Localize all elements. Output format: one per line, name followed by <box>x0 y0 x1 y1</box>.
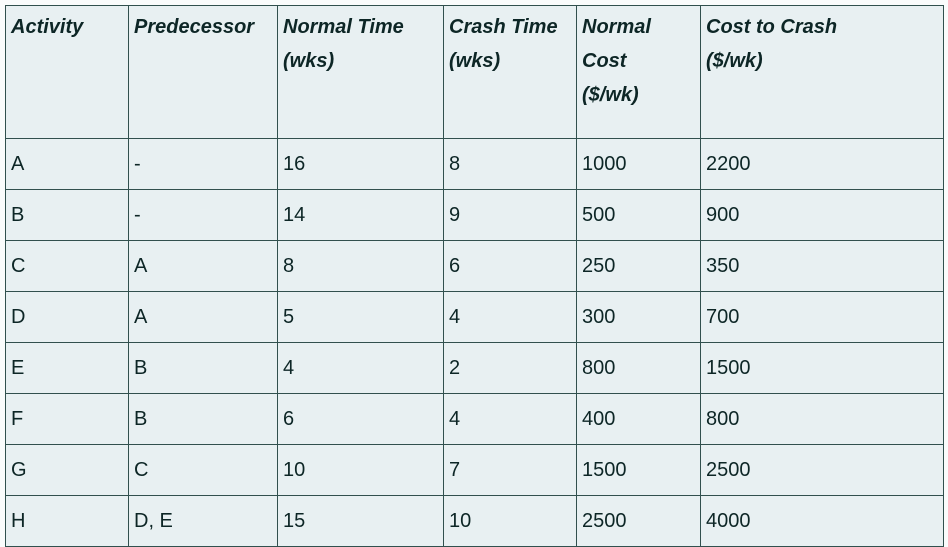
table-row: C A 8 6 250 350 <box>5 240 944 292</box>
header-line: Cost to Crash <box>706 16 838 38</box>
header-line: ($/wk) <box>706 50 763 72</box>
table-row: B - 14 9 500 900 <box>5 189 944 241</box>
cell-normal-time: 5 <box>277 291 444 343</box>
header-line: Normal <box>582 16 651 38</box>
cell-crash-time: 8 <box>443 138 577 190</box>
col-header-crash-time: Crash Time (wks) <box>443 5 577 139</box>
table-row: F B 6 4 400 800 <box>5 393 944 445</box>
table-row: H D, E 15 10 2500 4000 <box>5 495 944 547</box>
table-row: E B 4 2 800 1500 <box>5 342 944 394</box>
table-row: D A 5 4 300 700 <box>5 291 944 343</box>
cell-normal-time: 6 <box>277 393 444 445</box>
header-line: Crash Time <box>449 16 558 38</box>
cell-cost-to-crash: 350 <box>700 240 944 292</box>
col-header-predecessor: Predecessor <box>128 5 278 139</box>
cell-activity: H <box>5 495 129 547</box>
cell-activity: E <box>5 342 129 394</box>
cell-cost-to-crash: 2500 <box>700 444 944 496</box>
cell-crash-time: 6 <box>443 240 577 292</box>
cell-activity: G <box>5 444 129 496</box>
header-line: Normal Time <box>283 16 404 38</box>
cell-cost-to-crash: 1500 <box>700 342 944 394</box>
activity-crash-table: Activity Predecessor Normal Time (wks) C… <box>5 5 944 547</box>
cell-normal-cost: 1500 <box>576 444 701 496</box>
table-row: A - 16 8 1000 2200 <box>5 138 944 190</box>
cell-predecessor: - <box>128 189 278 241</box>
cell-cost-to-crash: 900 <box>700 189 944 241</box>
header-line: Cost <box>582 50 627 72</box>
cell-normal-time: 16 <box>277 138 444 190</box>
header-line: ($/wk) <box>582 84 639 106</box>
cell-crash-time: 4 <box>443 393 577 445</box>
cell-normal-time: 4 <box>277 342 444 394</box>
cell-activity: D <box>5 291 129 343</box>
cell-normal-time: 10 <box>277 444 444 496</box>
cell-normal-cost: 250 <box>576 240 701 292</box>
cell-activity: C <box>5 240 129 292</box>
cell-activity: B <box>5 189 129 241</box>
cell-normal-time: 15 <box>277 495 444 547</box>
cell-crash-time: 9 <box>443 189 577 241</box>
page: Activity Predecessor Normal Time (wks) C… <box>5 5 944 547</box>
cell-crash-time: 4 <box>443 291 577 343</box>
cell-predecessor: C <box>128 444 278 496</box>
cell-cost-to-crash: 4000 <box>700 495 944 547</box>
cell-normal-cost: 800 <box>576 342 701 394</box>
cell-normal-cost: 500 <box>576 189 701 241</box>
cell-normal-cost: 300 <box>576 291 701 343</box>
cell-normal-cost: 400 <box>576 393 701 445</box>
table-row: G C 10 7 1500 2500 <box>5 444 944 496</box>
cell-normal-time: 14 <box>277 189 444 241</box>
header-row: Activity Predecessor Normal Time (wks) C… <box>5 5 944 139</box>
header-line: (wks) <box>283 50 335 72</box>
cell-cost-to-crash: 2200 <box>700 138 944 190</box>
header-line: Predecessor <box>134 16 255 38</box>
cell-crash-time: 7 <box>443 444 577 496</box>
cell-activity: A <box>5 138 129 190</box>
cell-normal-cost: 2500 <box>576 495 701 547</box>
cell-crash-time: 10 <box>443 495 577 547</box>
header-line: Activity <box>11 16 84 38</box>
cell-predecessor: A <box>128 291 278 343</box>
cell-crash-time: 2 <box>443 342 577 394</box>
cell-predecessor: A <box>128 240 278 292</box>
cell-predecessor: B <box>128 393 278 445</box>
cell-activity: F <box>5 393 129 445</box>
cell-predecessor: D, E <box>128 495 278 547</box>
header-line: (wks) <box>449 50 501 72</box>
cell-predecessor: - <box>128 138 278 190</box>
col-header-normal-cost: Normal Cost ($/wk) <box>576 5 701 139</box>
col-header-activity: Activity <box>5 5 129 139</box>
cell-predecessor: B <box>128 342 278 394</box>
col-header-cost-to-crash: Cost to Crash ($/wk) <box>700 5 944 139</box>
cell-cost-to-crash: 700 <box>700 291 944 343</box>
col-header-normal-time: Normal Time (wks) <box>277 5 444 139</box>
cell-normal-time: 8 <box>277 240 444 292</box>
cell-cost-to-crash: 800 <box>700 393 944 445</box>
cell-normal-cost: 1000 <box>576 138 701 190</box>
